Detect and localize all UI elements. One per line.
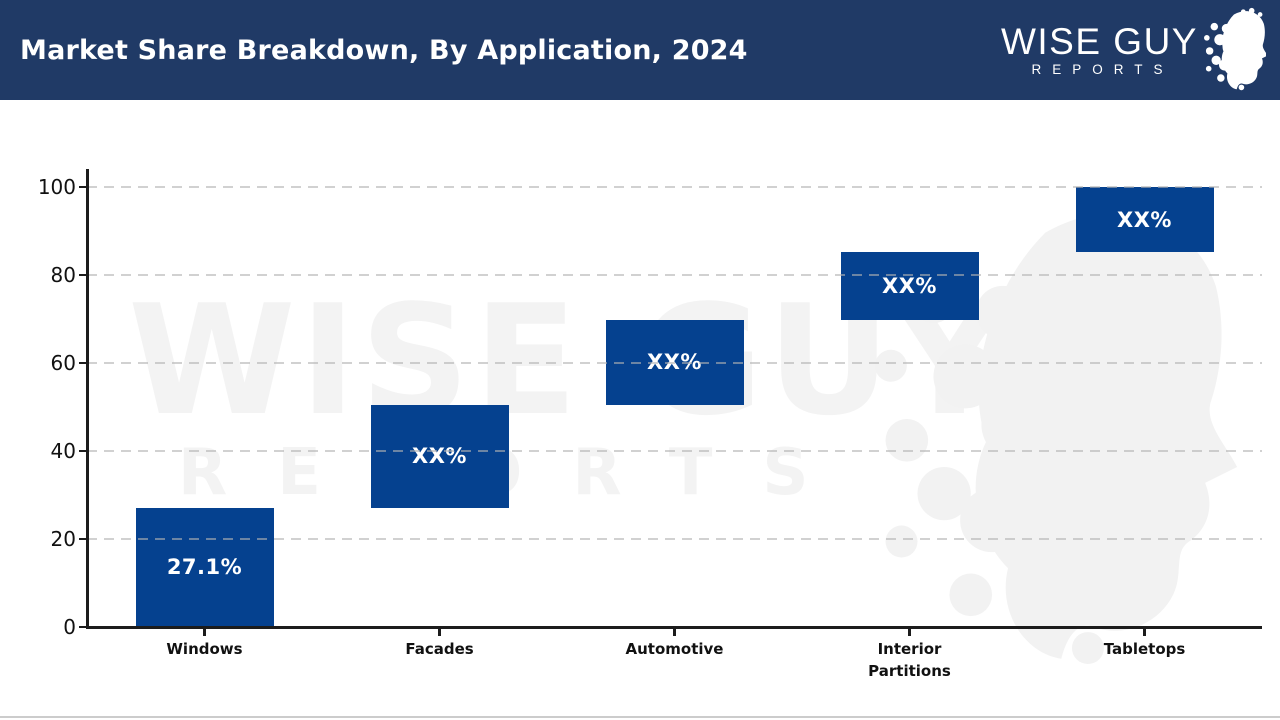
y-axis-tick-label: 0 [63,615,76,639]
bottom-divider [0,716,1280,718]
header: Market Share Breakdown, By Application, … [0,0,1280,100]
bar-windows: 27.1% [135,507,274,627]
page-title: Market Share Breakdown, By Application, … [20,34,748,66]
bar-value-label: XX% [412,444,467,469]
y-axis-tick [79,273,87,277]
y-axis-tick-label: 20 [50,527,76,551]
y-axis-tick [79,449,87,453]
x-axis-category-label: Windows [166,640,243,658]
bar-value-label: 27.1% [166,555,243,580]
bar-facades: XX% [370,404,509,508]
y-axis-tick-label: 40 [50,439,76,463]
y-axis-line [86,169,89,629]
y-axis-tick [79,185,87,189]
x-axis-tick [908,629,911,636]
y-axis-tick [79,625,87,629]
y-axis-tick-label: 60 [50,351,76,375]
y-axis-tick [79,361,87,365]
bar-interior-partitions: XX% [840,252,979,320]
brand-face-icon [1204,7,1266,91]
bar-value-label: XX% [882,273,937,298]
brand-logo-text: WISE GUY REPORTS [1001,23,1198,77]
bar-value-label: XX% [1117,207,1172,232]
gridline-80 [87,274,1262,276]
y-axis-tick-label: 80 [50,263,76,287]
x-axis-tick [673,629,676,636]
x-axis-category-label: Tabletops [1103,640,1186,658]
brand-subname: REPORTS [1031,62,1174,78]
x-axis-tick [203,629,206,636]
y-axis-tick-label: 100 [37,175,76,199]
gridline-60 [87,362,1262,364]
x-axis-line [86,626,1262,629]
x-axis-category-label: Automotive [625,640,724,658]
gridline-40 [87,450,1262,452]
brand-name: WISE GUY [1000,21,1198,63]
y-axis-tick [79,537,87,541]
x-axis-tick [438,629,441,636]
x-axis-tick [1143,629,1146,636]
bar-tabletops: XX% [1075,187,1214,253]
x-axis-category-label: Facades [405,640,474,658]
brand-logo: WISE GUY REPORTS [1001,7,1266,93]
gridline-20 [87,538,1262,540]
x-axis-category-label: Interior Partitions [868,640,951,680]
gridline-100 [87,186,1262,188]
